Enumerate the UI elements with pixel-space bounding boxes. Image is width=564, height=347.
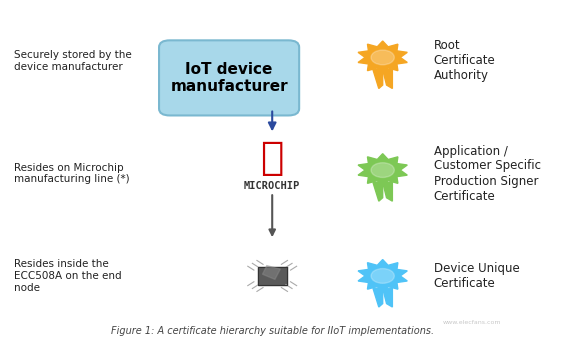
Text: Application /
Customer Specific
Production Signer
Certificate: Application / Customer Specific Producti… <box>434 144 541 203</box>
Polygon shape <box>258 267 287 285</box>
Polygon shape <box>358 41 407 74</box>
Text: Device Unique
Certificate: Device Unique Certificate <box>434 262 519 290</box>
Text: Resides on Microchip
manufacturing line (*): Resides on Microchip manufacturing line … <box>14 163 129 184</box>
Circle shape <box>371 50 394 65</box>
Circle shape <box>371 269 394 283</box>
Text: IoT device
manufacturer: IoT device manufacturer <box>170 62 288 94</box>
Text: Ⓜ: Ⓜ <box>261 139 284 177</box>
Polygon shape <box>358 260 407 292</box>
Polygon shape <box>383 70 393 88</box>
Polygon shape <box>383 183 393 201</box>
Text: Resides inside the
ECC508A on the end
node: Resides inside the ECC508A on the end no… <box>14 259 121 293</box>
Text: Root
Certificate
Authority: Root Certificate Authority <box>434 39 496 82</box>
Polygon shape <box>383 288 393 307</box>
Text: MICROCHIP: MICROCHIP <box>244 181 301 192</box>
Circle shape <box>371 163 394 177</box>
Polygon shape <box>262 266 280 279</box>
Polygon shape <box>373 70 383 88</box>
Text: Securely stored by the
device manufacturer: Securely stored by the device manufactur… <box>14 50 131 71</box>
FancyBboxPatch shape <box>159 40 299 116</box>
Text: www.elecfans.com: www.elecfans.com <box>442 320 501 325</box>
Polygon shape <box>373 288 383 307</box>
Polygon shape <box>373 183 383 201</box>
Text: Figure 1: A certificate hierarchy suitable for IIoT implementations.: Figure 1: A certificate hierarchy suitab… <box>111 326 434 336</box>
Polygon shape <box>358 154 407 186</box>
